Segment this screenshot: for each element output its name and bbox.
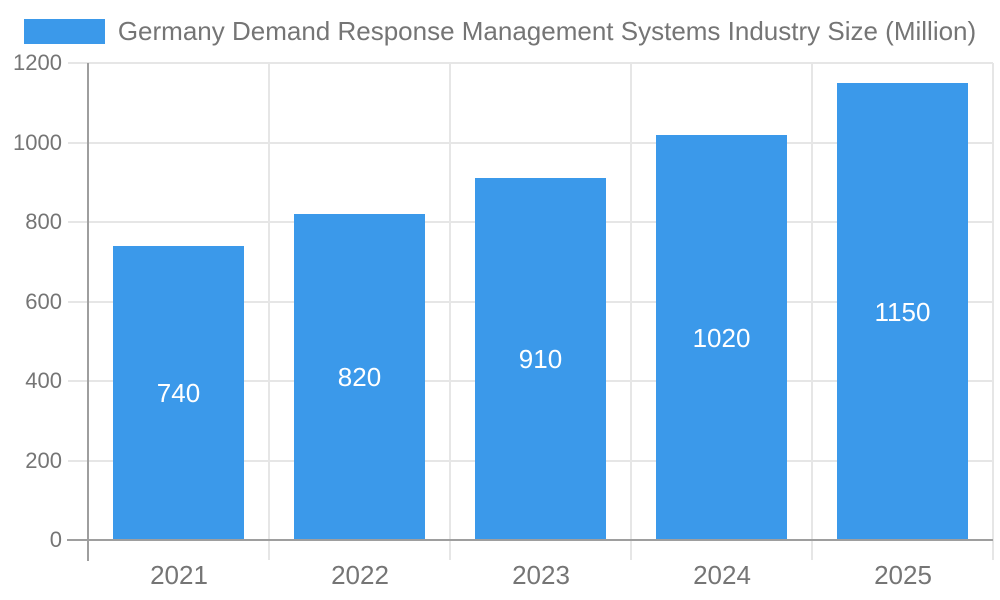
gridline-x-boundary-5 <box>992 63 994 560</box>
bar-2022[interactable] <box>294 214 425 540</box>
bar-value-label-2024: 1020 <box>692 323 751 353</box>
bar-value-label-2021: 740 <box>156 378 201 408</box>
x-axis-tick-label-2024: 2024 <box>693 560 751 590</box>
y-axis-tick-label: 200 <box>25 448 62 473</box>
x-axis-tick-label-2021: 2021 <box>150 560 208 590</box>
bar-2023[interactable] <box>475 178 606 540</box>
legend-swatch <box>23 18 105 44</box>
gridline-x-boundary-1 <box>268 63 270 560</box>
y-axis-tick-label: 800 <box>25 209 62 234</box>
y-axis-tick-label: 1200 <box>13 50 62 75</box>
x-axis-line <box>67 539 993 541</box>
bar-2025[interactable] <box>837 83 968 540</box>
legend[interactable]: Germany Demand Response Management Syste… <box>0 18 1000 44</box>
gridline-x-boundary-4 <box>811 63 813 560</box>
gridline-x-boundary-3 <box>630 63 632 560</box>
bar-2024[interactable] <box>656 135 787 540</box>
x-axis-tick-label-2023: 2023 <box>512 560 570 590</box>
bar-value-label-2023: 910 <box>518 344 563 374</box>
gridline-y-1000 <box>68 142 993 144</box>
x-axis-tick-label-2022: 2022 <box>331 560 389 590</box>
legend-label: Germany Demand Response Management Syste… <box>117 16 977 46</box>
y-axis-tick-label: 400 <box>25 368 62 393</box>
bar-value-label-2025: 1150 <box>874 297 931 327</box>
bar-2021[interactable] <box>113 246 244 540</box>
y-axis-tick-label: 1000 <box>13 130 62 155</box>
gridline-y-1200 <box>68 62 993 64</box>
y-axis-tick-label: 0 <box>49 527 62 552</box>
bar-value-label-2022: 820 <box>337 362 382 392</box>
x-axis-tick-label-2025: 2025 <box>874 560 932 590</box>
gridline-x-boundary-2 <box>449 63 451 560</box>
y-axis-tick-label: 600 <box>25 289 62 314</box>
y-axis-line <box>87 63 89 561</box>
